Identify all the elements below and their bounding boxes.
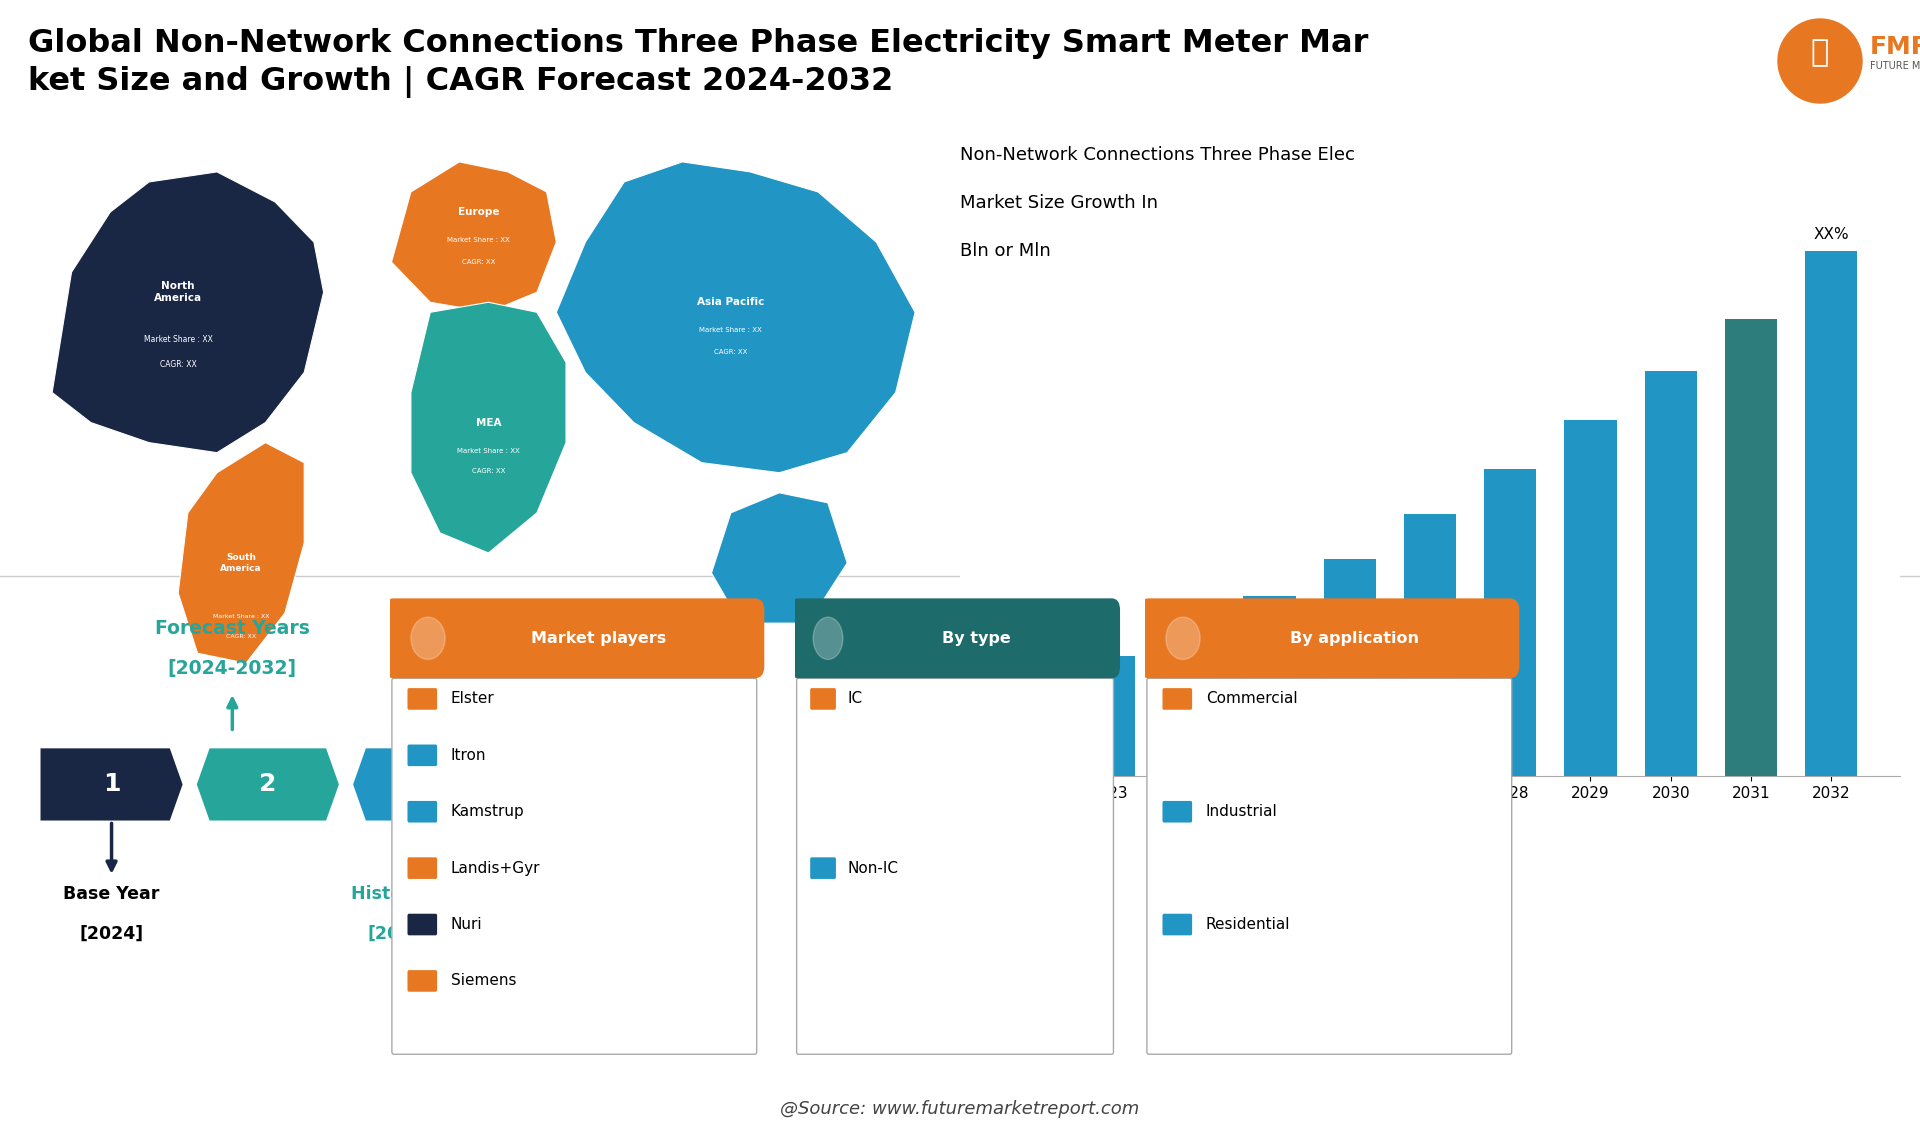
Bar <box>1805 251 1857 776</box>
FancyBboxPatch shape <box>810 688 835 709</box>
Text: Bln or Mln: Bln or Mln <box>960 242 1050 260</box>
Text: Non-Network Connections Three Phase Elec: Non-Network Connections Three Phase Elec <box>960 146 1356 164</box>
FancyBboxPatch shape <box>384 598 764 678</box>
FancyBboxPatch shape <box>407 971 438 991</box>
Text: Europe: Europe <box>459 207 499 217</box>
Text: CAGR: CAGR <box>522 619 582 637</box>
FancyBboxPatch shape <box>407 913 438 935</box>
Polygon shape <box>712 493 847 623</box>
FancyBboxPatch shape <box>407 857 438 879</box>
Bar <box>1083 656 1135 776</box>
Text: Elster: Elster <box>451 691 495 706</box>
Polygon shape <box>411 303 566 554</box>
Text: Nuri: Nuri <box>451 917 482 932</box>
Polygon shape <box>516 748 687 821</box>
Text: By type: By type <box>943 630 1010 646</box>
Text: FUTURE MARKET REPORT: FUTURE MARKET REPORT <box>1870 61 1920 71</box>
Text: Global Non-Network Connections Three Phase Electricity Smart Meter Mar: Global Non-Network Connections Three Pha… <box>29 28 1369 58</box>
Text: 🏃: 🏃 <box>1811 39 1830 68</box>
Text: ket Size and Growth | CAGR Forecast 2024-2032: ket Size and Growth | CAGR Forecast 2024… <box>29 66 893 99</box>
Text: By application: By application <box>1290 630 1419 646</box>
Polygon shape <box>198 748 338 821</box>
Text: Market Share : XX: Market Share : XX <box>457 448 520 454</box>
Text: 4: 4 <box>593 772 611 796</box>
Polygon shape <box>557 162 916 472</box>
FancyBboxPatch shape <box>407 801 438 823</box>
Bar <box>1404 513 1455 776</box>
Text: Market Share : XX: Market Share : XX <box>699 328 762 333</box>
Text: Historical Years: Historical Years <box>351 885 505 903</box>
Text: CAGR: XX: CAGR: XX <box>463 259 495 265</box>
Circle shape <box>1778 19 1862 103</box>
Text: [2024-2032]: [2024-2032] <box>167 659 298 677</box>
Text: @Source: www.futuremarketreport.com: @Source: www.futuremarketreport.com <box>780 1100 1140 1118</box>
Text: [2024]: [2024] <box>79 925 144 943</box>
Bar <box>1724 319 1778 776</box>
Bar <box>1164 634 1215 776</box>
Polygon shape <box>40 748 182 821</box>
Bar <box>1565 419 1617 776</box>
Bar <box>1484 469 1536 776</box>
Text: Market Size Growth In: Market Size Growth In <box>960 194 1158 212</box>
Text: Landis+Gyr: Landis+Gyr <box>451 861 540 876</box>
Text: 1: 1 <box>104 772 121 796</box>
Circle shape <box>814 618 843 659</box>
Text: Base Year: Base Year <box>63 885 159 903</box>
Circle shape <box>411 618 445 659</box>
Text: Market Share : XX: Market Share : XX <box>213 614 269 619</box>
Text: Residential: Residential <box>1206 917 1290 932</box>
FancyBboxPatch shape <box>1162 688 1192 709</box>
Polygon shape <box>353 748 503 821</box>
FancyBboxPatch shape <box>392 678 756 1054</box>
FancyBboxPatch shape <box>407 688 438 709</box>
FancyBboxPatch shape <box>1146 678 1511 1054</box>
Text: Market Share : XX: Market Share : XX <box>447 237 511 243</box>
Polygon shape <box>179 442 303 664</box>
Circle shape <box>1165 618 1200 659</box>
Text: IC: IC <box>849 691 862 706</box>
Text: FMR: FMR <box>1870 36 1920 58</box>
Text: XX%%: XX%% <box>518 659 586 677</box>
Text: Industrial: Industrial <box>1206 804 1277 819</box>
Text: Non-IC: Non-IC <box>849 861 899 876</box>
FancyBboxPatch shape <box>1162 801 1192 823</box>
Text: CAGR: XX: CAGR: XX <box>159 361 196 369</box>
Text: [2018-2023]: [2018-2023] <box>369 925 488 943</box>
Text: Commercial: Commercial <box>1206 691 1298 706</box>
Bar <box>1323 558 1377 776</box>
Bar <box>1645 371 1697 776</box>
Text: MEA: MEA <box>476 417 501 427</box>
Text: Asia Pacific: Asia Pacific <box>697 297 764 307</box>
Bar <box>1244 596 1296 776</box>
Bar <box>1002 701 1054 776</box>
Text: Market players: Market players <box>532 630 666 646</box>
Text: CAGR: XX: CAGR: XX <box>227 634 255 639</box>
Text: North
America: North America <box>154 281 202 304</box>
FancyBboxPatch shape <box>797 678 1114 1054</box>
FancyBboxPatch shape <box>407 745 438 767</box>
Polygon shape <box>52 172 324 453</box>
FancyBboxPatch shape <box>1139 598 1519 678</box>
Text: CAGR: XX: CAGR: XX <box>472 468 505 473</box>
Text: Market Share : XX: Market Share : XX <box>144 336 213 344</box>
Text: 2: 2 <box>259 772 276 796</box>
Text: South
America: South America <box>221 552 261 573</box>
FancyBboxPatch shape <box>789 598 1119 678</box>
Text: Kamstrup: Kamstrup <box>451 804 524 819</box>
FancyBboxPatch shape <box>810 857 835 879</box>
Polygon shape <box>392 162 557 313</box>
Text: CAGR: XX: CAGR: XX <box>714 350 747 355</box>
Text: Itron: Itron <box>451 748 486 763</box>
Text: Siemens: Siemens <box>451 973 516 989</box>
Text: 3: 3 <box>419 772 436 796</box>
Text: XX%: XX% <box>1171 610 1208 625</box>
Text: XX%: XX% <box>1812 227 1849 242</box>
Text: Forecast Years: Forecast Years <box>156 619 309 637</box>
FancyBboxPatch shape <box>1162 913 1192 935</box>
